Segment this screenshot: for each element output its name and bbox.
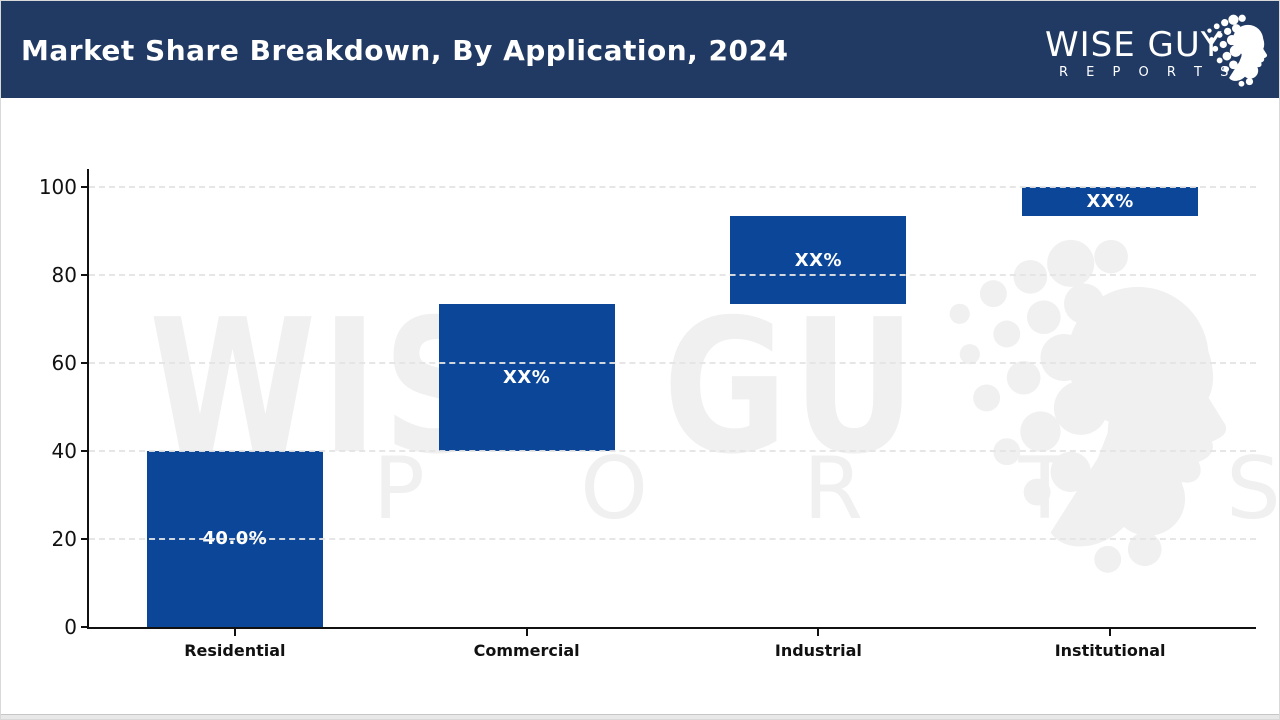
- bar-value-label: XX%: [1086, 190, 1134, 212]
- category-label-commercial: Commercial: [473, 641, 580, 660]
- y-tick-label: 40: [51, 438, 77, 463]
- category-label-residential: Residential: [184, 641, 286, 660]
- bar-value-label: XX%: [502, 366, 551, 388]
- x-axis-line: [87, 627, 1256, 629]
- y-tick: [81, 537, 89, 540]
- gridline-20: [89, 537, 1256, 540]
- wiseguy-logo: WISE GUY R E P O R T S: [1023, 7, 1273, 93]
- y-tick: [81, 626, 89, 628]
- x-tick: [1109, 629, 1112, 636]
- bar-institutional: XX%: [1022, 186, 1199, 217]
- footer-strip: [1, 715, 1279, 719]
- category-label-industrial: Industrial: [774, 641, 862, 660]
- wiseguy-head-icon: [1207, 14, 1268, 87]
- y-tick: [81, 273, 89, 276]
- gridline-60: [89, 361, 1256, 364]
- category-label-institutional: Institutional: [1054, 641, 1166, 660]
- x-tick: [525, 629, 528, 636]
- y-tick-label: 60: [51, 350, 77, 375]
- y-tick-label: 80: [51, 262, 77, 287]
- bar-value-label: XX%: [794, 249, 843, 271]
- logo-brand-text: WISE GUY: [1045, 25, 1223, 65]
- y-tick-label: 100: [38, 174, 77, 199]
- y-tick: [81, 185, 89, 188]
- y-tick: [81, 361, 89, 364]
- bar-commercial: XX%: [438, 304, 615, 451]
- y-axis-line: [87, 169, 89, 629]
- y-tick: [81, 449, 89, 452]
- gridline-100: [89, 185, 1256, 188]
- header-band: Market Share Breakdown, By Application, …: [1, 1, 1279, 98]
- x-tick: [233, 629, 236, 636]
- y-tick-label: 0: [64, 615, 77, 639]
- y-tick-label: 20: [51, 526, 77, 551]
- bar-industrial: XX%: [730, 216, 907, 305]
- gridline-40: [89, 449, 1256, 452]
- footer-divider: [1, 714, 1279, 715]
- chart-title: Market Share Breakdown, By Application, …: [21, 34, 789, 67]
- x-tick: [817, 629, 820, 636]
- gridline-80: [89, 273, 1256, 276]
- logo-subbrand-text: R E P O R T S: [1059, 65, 1236, 80]
